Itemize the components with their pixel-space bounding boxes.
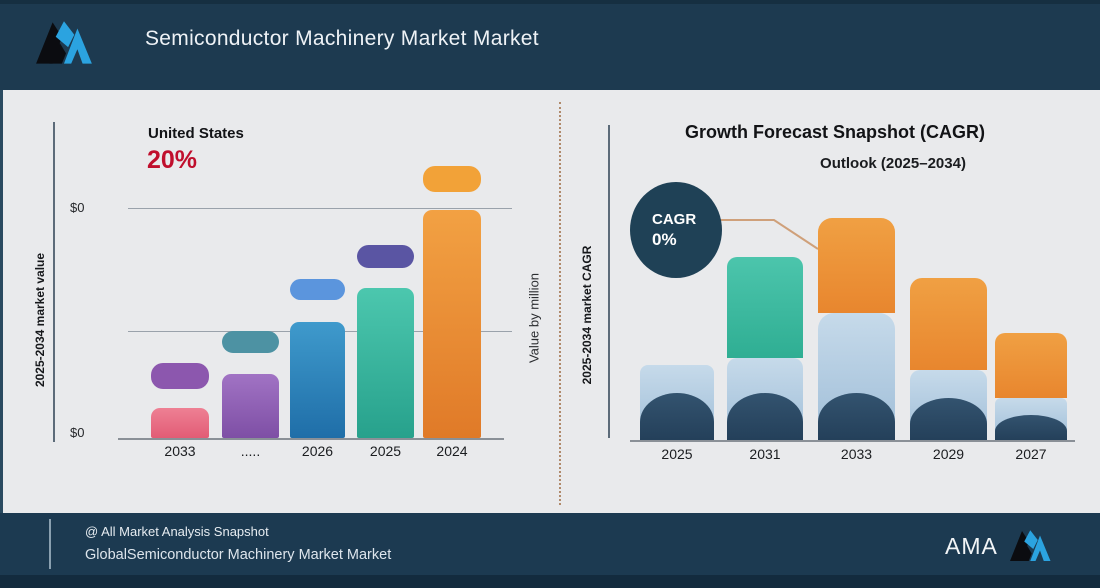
left-chart-highlight: 20% bbox=[147, 146, 198, 174]
right-x-axis bbox=[630, 440, 1075, 442]
footer-band: @ All Market Analysis Snapshot GlobalSem… bbox=[0, 513, 1100, 575]
right-x-label-2025: 2025 bbox=[661, 446, 693, 462]
left-chart-title: United States bbox=[148, 125, 244, 142]
footer-caption: @ All Market Analysis Snapshot bbox=[85, 524, 269, 539]
footer-brand-text: AMA bbox=[945, 532, 998, 559]
panel-left-edge bbox=[0, 90, 3, 513]
right-y-axis-label: 2025-2034 market CAGR bbox=[580, 245, 594, 385]
right-bar-2031-navy bbox=[727, 393, 803, 440]
left-bar-cap-..... bbox=[222, 331, 279, 353]
footer-report-name: GlobalSemiconductor Machinery Market Mar… bbox=[85, 547, 392, 563]
charts-panel: United States 20% $0 $0 2025-2034 market… bbox=[0, 90, 1100, 513]
right-chart-title: Growth Forecast Snapshot (CAGR) bbox=[684, 122, 985, 142]
right-bar-2027-navy bbox=[995, 415, 1067, 440]
right-x-label-2029: 2029 bbox=[932, 446, 965, 462]
header-top-strip bbox=[0, 0, 1100, 4]
left-x-label-.....: ..... bbox=[240, 443, 261, 459]
footer-divider-line bbox=[49, 519, 51, 569]
left-bar-2025 bbox=[357, 288, 414, 438]
left-bar-2024 bbox=[423, 210, 481, 438]
left-x-label-2025: 2025 bbox=[369, 443, 402, 459]
left-x-label-2026: 2026 bbox=[301, 443, 334, 459]
ama-logo-icon bbox=[36, 21, 92, 64]
left-bar-cap-2024 bbox=[423, 166, 481, 192]
left-x-label-2024: 2024 bbox=[436, 443, 468, 459]
left-bar-2026 bbox=[290, 322, 345, 438]
left-ytick-bottom: $0 bbox=[70, 425, 85, 440]
right-x-label-2027: 2027 bbox=[1015, 446, 1047, 462]
right-chart-subtitle: Outlook (2025–2034) bbox=[820, 155, 966, 172]
right-bar-2029-navy bbox=[910, 398, 987, 440]
right-bar-2025-navy bbox=[640, 393, 714, 440]
left-y-axis bbox=[53, 122, 55, 442]
chart-divider-dotted bbox=[559, 102, 561, 505]
footer-brand: AMA bbox=[945, 525, 1054, 567]
left-bar-cap-2033 bbox=[151, 363, 209, 389]
left-x-label-2033: 2033 bbox=[164, 443, 196, 459]
left-secondary-y-label: Value by million bbox=[526, 272, 542, 364]
header-band: Semiconductor Machinery Market Market bbox=[0, 0, 1100, 90]
left-bar-2033 bbox=[151, 408, 209, 438]
left-gridline-top bbox=[128, 208, 512, 209]
left-y-axis-label: 2025-2034 market value bbox=[33, 252, 47, 388]
right-x-label-2033: 2033 bbox=[840, 446, 873, 462]
cagr-badge-value: 0% bbox=[652, 229, 677, 249]
cagr-badge-label: CAGR bbox=[652, 210, 697, 228]
right-x-label-2031: 2031 bbox=[749, 446, 781, 462]
right-bar-2033-navy bbox=[818, 393, 895, 440]
left-bar-cap-2025 bbox=[357, 245, 414, 268]
right-bar-2027-orange bbox=[995, 333, 1067, 398]
page-title: Semiconductor Machinery Market Market bbox=[145, 27, 539, 50]
left-ytick-top: $0 bbox=[70, 200, 85, 215]
left-x-axis bbox=[118, 438, 504, 440]
right-bar-2033-orange bbox=[818, 218, 895, 313]
left-bar-cap-2026 bbox=[290, 279, 345, 300]
right-bar-2031-teal bbox=[727, 257, 803, 358]
right-y-axis bbox=[608, 125, 610, 438]
right-bar-2029-orange bbox=[910, 278, 987, 370]
bottom-accent-strip bbox=[0, 575, 1100, 588]
cagr-badge: CAGR 0% bbox=[630, 182, 722, 278]
ama-logo-icon-small bbox=[1009, 530, 1051, 561]
left-bar-..... bbox=[222, 374, 279, 438]
